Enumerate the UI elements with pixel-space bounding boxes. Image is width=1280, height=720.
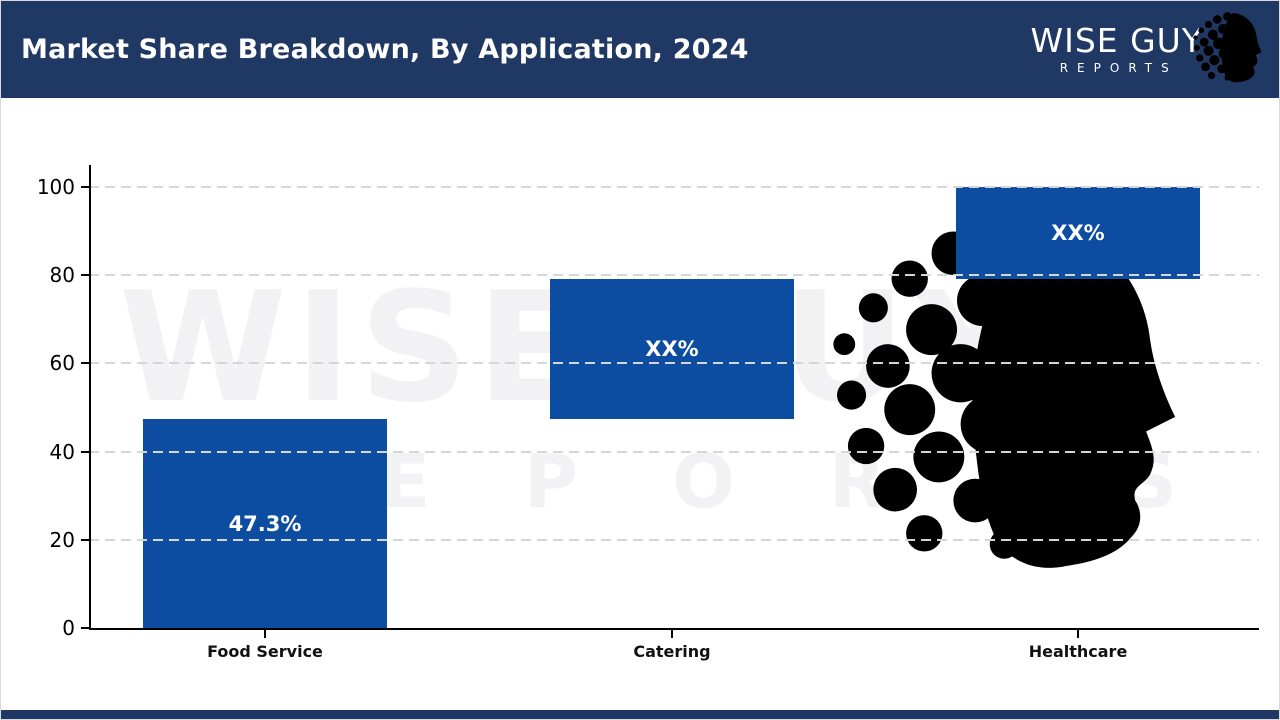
gridline-60 [89, 362, 1259, 365]
x-axis [89, 628, 1259, 630]
x-tick-mark-0 [264, 630, 266, 638]
bar-value-label: XX% [1051, 220, 1105, 245]
gridline-100 [89, 186, 1259, 189]
bar-value-label: 47.3% [228, 511, 302, 536]
y-tick-mark-80 [81, 274, 89, 277]
y-tick-mark-40 [81, 450, 89, 453]
y-tick-mark-100 [81, 186, 89, 189]
bar-food-service: 47.3% [143, 419, 387, 628]
y-tick-label-40: 40 [49, 439, 75, 464]
gridline-80 [89, 274, 1259, 277]
footer-bar [1, 710, 1279, 719]
logo-head-icon [1189, 10, 1263, 90]
chart-title: Market Share Breakdown, By Application, … [21, 34, 749, 65]
x-tick-label-1: Catering [633, 642, 711, 661]
x-tick-label-0: Food Service [207, 642, 323, 661]
y-tick-label-80: 80 [49, 263, 75, 288]
y-tick-mark-20 [81, 538, 89, 541]
wiseguy-logo: WISE GUY REPORTS [1030, 10, 1263, 90]
x-tick-mark-2 [1077, 630, 1079, 638]
y-tick-label-0: 0 [62, 616, 75, 640]
bar-catering: XX% [550, 278, 794, 420]
logo-text: WISE GUY REPORTS [1030, 24, 1203, 75]
gridline-40 [89, 450, 1259, 453]
y-tick-label-20: 20 [49, 527, 75, 552]
x-tick-mark-1 [671, 630, 673, 638]
y-tick-label-60: 60 [49, 351, 75, 376]
logo-reports-text: REPORTS [1059, 61, 1178, 75]
y-tick-mark-0 [81, 627, 89, 629]
x-tick-label-2: Healthcare [1028, 642, 1128, 661]
y-axis [89, 165, 91, 630]
bar-value-label: XX% [645, 337, 699, 362]
logo-wiseguy-text: WISE GUY [1030, 21, 1203, 60]
y-tick-mark-60 [81, 362, 89, 365]
header-bar: Market Share Breakdown, By Application, … [1, 1, 1279, 98]
y-tick-label-100: 100 [36, 175, 75, 200]
bar-healthcare: XX% [956, 187, 1200, 279]
gridline-20 [89, 538, 1259, 541]
